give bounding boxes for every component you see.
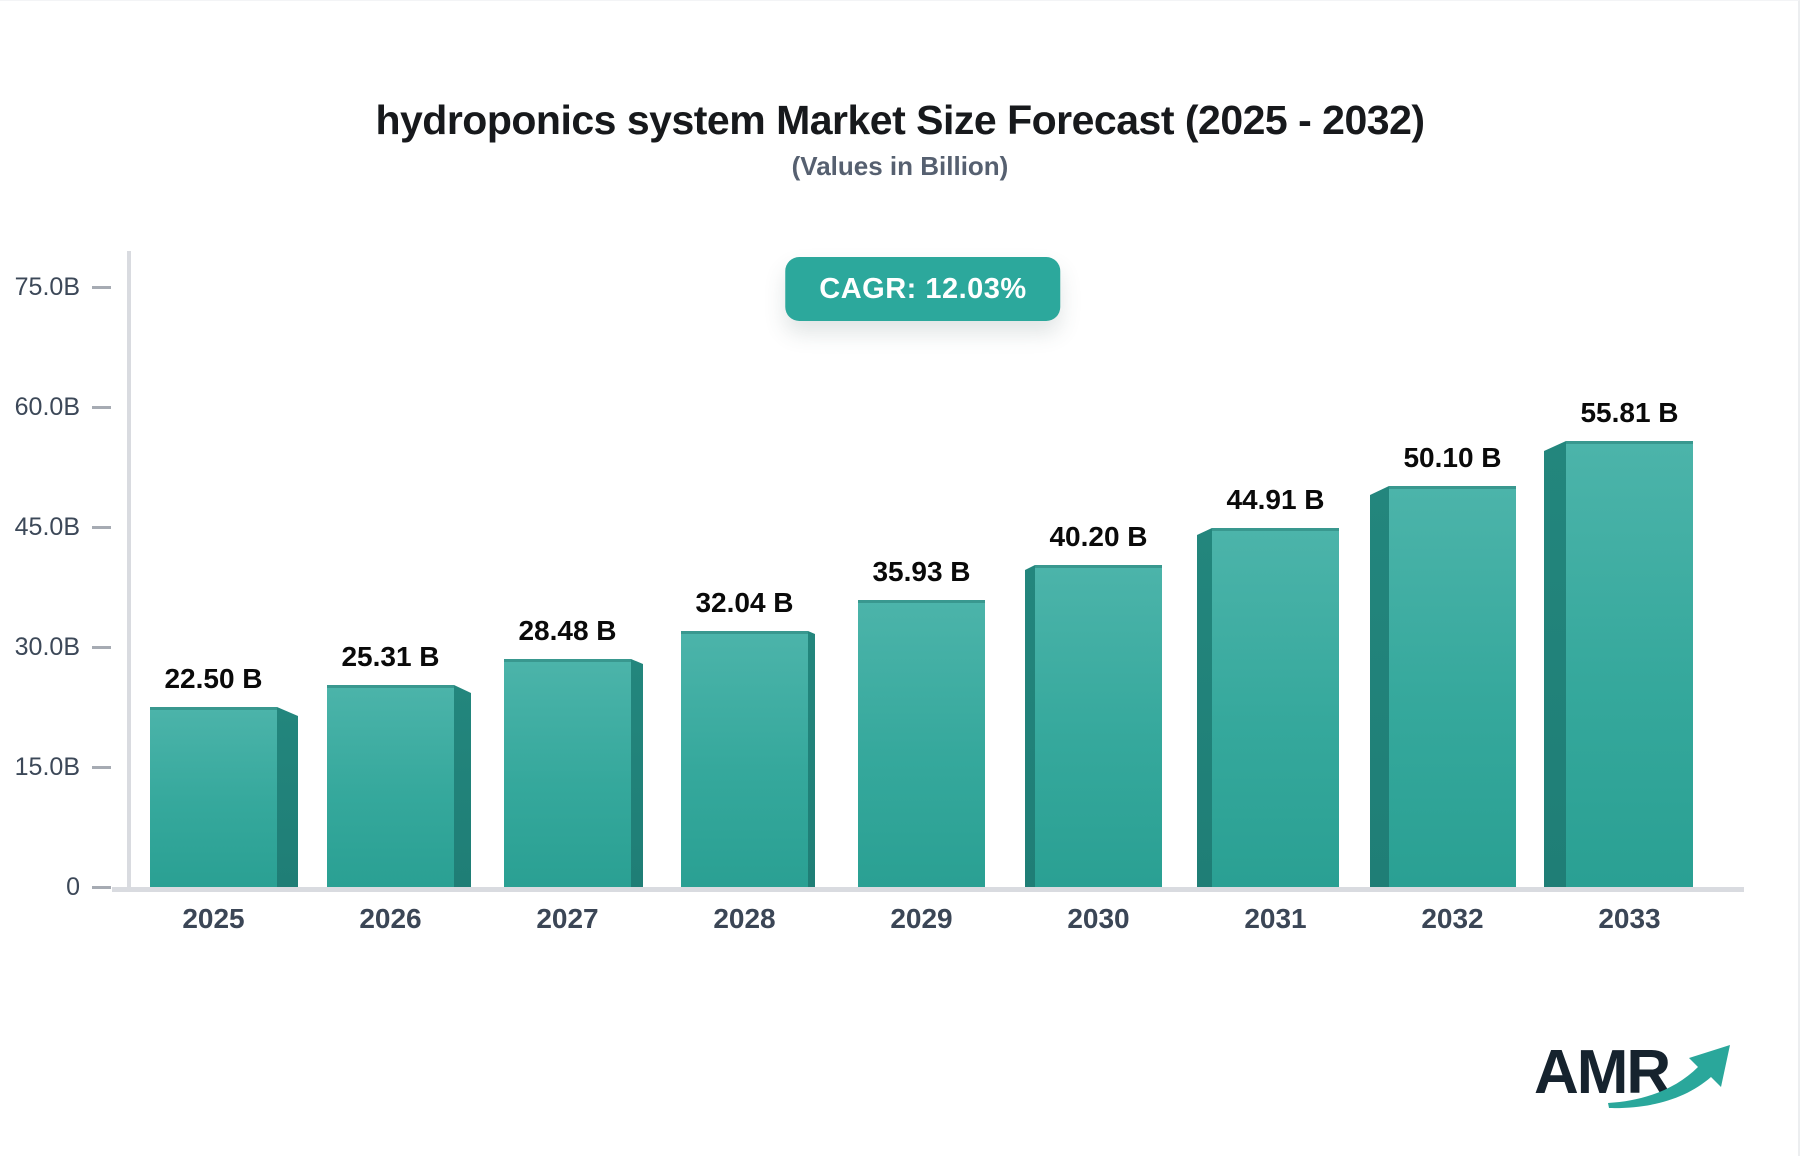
y-tick-label: 0 bbox=[66, 873, 80, 901]
y-axis-line bbox=[127, 251, 131, 887]
bar-side-face bbox=[277, 707, 298, 887]
bar-2026 bbox=[327, 685, 454, 887]
bar-side-face bbox=[631, 659, 643, 887]
amr-logo: AMR bbox=[1534, 1037, 1734, 1117]
bar-side-face bbox=[1197, 528, 1212, 887]
bar-side-face bbox=[1370, 486, 1389, 887]
x-axis-label-2027: 2027 bbox=[536, 903, 599, 934]
bar-2025 bbox=[150, 707, 277, 887]
y-tick-label: 75.0B bbox=[14, 273, 80, 301]
y-tick-mark bbox=[92, 526, 111, 529]
bar-value-label: 22.50 B bbox=[164, 663, 263, 694]
bar-value-label: 40.20 B bbox=[1049, 521, 1148, 552]
bar-2033 bbox=[1566, 441, 1693, 887]
y-tick-mark bbox=[92, 886, 111, 889]
bar-2027 bbox=[504, 659, 631, 887]
x-axis-label-2026: 2026 bbox=[359, 903, 422, 934]
bar-value-label: 35.93 B bbox=[872, 556, 971, 587]
bar-2032 bbox=[1389, 486, 1516, 887]
chart-subtitle: (Values in Billion) bbox=[791, 151, 1009, 181]
chart-title: hydroponics system Market Size Forecast … bbox=[375, 97, 1425, 143]
bar-value-label: 28.48 B bbox=[518, 615, 617, 646]
y-tick-mark bbox=[92, 646, 111, 649]
cagr-badge: CAGR: 12.03% bbox=[785, 257, 1061, 321]
x-axis-line bbox=[112, 887, 1744, 892]
bar-value-label: 50.10 B bbox=[1403, 442, 1502, 473]
bar-value-label: 32.04 B bbox=[695, 587, 794, 618]
y-tick-label: 15.0B bbox=[14, 753, 80, 781]
trend-up-arrow-icon bbox=[1608, 1045, 1730, 1109]
y-tick-mark bbox=[92, 766, 111, 769]
bar-side-face bbox=[1025, 565, 1035, 887]
bar-value-label: 25.31 B bbox=[341, 641, 440, 672]
bar-2028 bbox=[681, 631, 808, 887]
x-axis-label-2025: 2025 bbox=[182, 903, 245, 934]
x-axis-label-2031: 2031 bbox=[1244, 903, 1307, 934]
amr-logo-text: AMR bbox=[1534, 1038, 1671, 1107]
bar-2029 bbox=[858, 600, 985, 887]
x-axis-label-2028: 2028 bbox=[713, 903, 776, 934]
x-axis-label-2033: 2033 bbox=[1598, 903, 1661, 934]
bar-value-label: 55.81 B bbox=[1580, 397, 1679, 428]
x-axis-label-2032: 2032 bbox=[1421, 903, 1484, 934]
y-tick-label: 60.0B bbox=[14, 393, 80, 421]
bar-side-face bbox=[1544, 441, 1566, 887]
y-tick-label: 45.0B bbox=[14, 513, 80, 541]
bar-2030 bbox=[1035, 565, 1162, 887]
y-tick-mark bbox=[92, 286, 111, 289]
bar-value-label: 44.91 B bbox=[1226, 484, 1325, 515]
bar-side-face bbox=[454, 685, 471, 887]
y-tick-label: 30.0B bbox=[14, 633, 80, 661]
bar-side-face bbox=[808, 631, 815, 887]
bar-2031 bbox=[1212, 528, 1339, 887]
x-axis-label-2029: 2029 bbox=[890, 903, 953, 934]
y-tick-mark bbox=[92, 406, 111, 409]
x-axis-label-2030: 2030 bbox=[1067, 903, 1130, 934]
